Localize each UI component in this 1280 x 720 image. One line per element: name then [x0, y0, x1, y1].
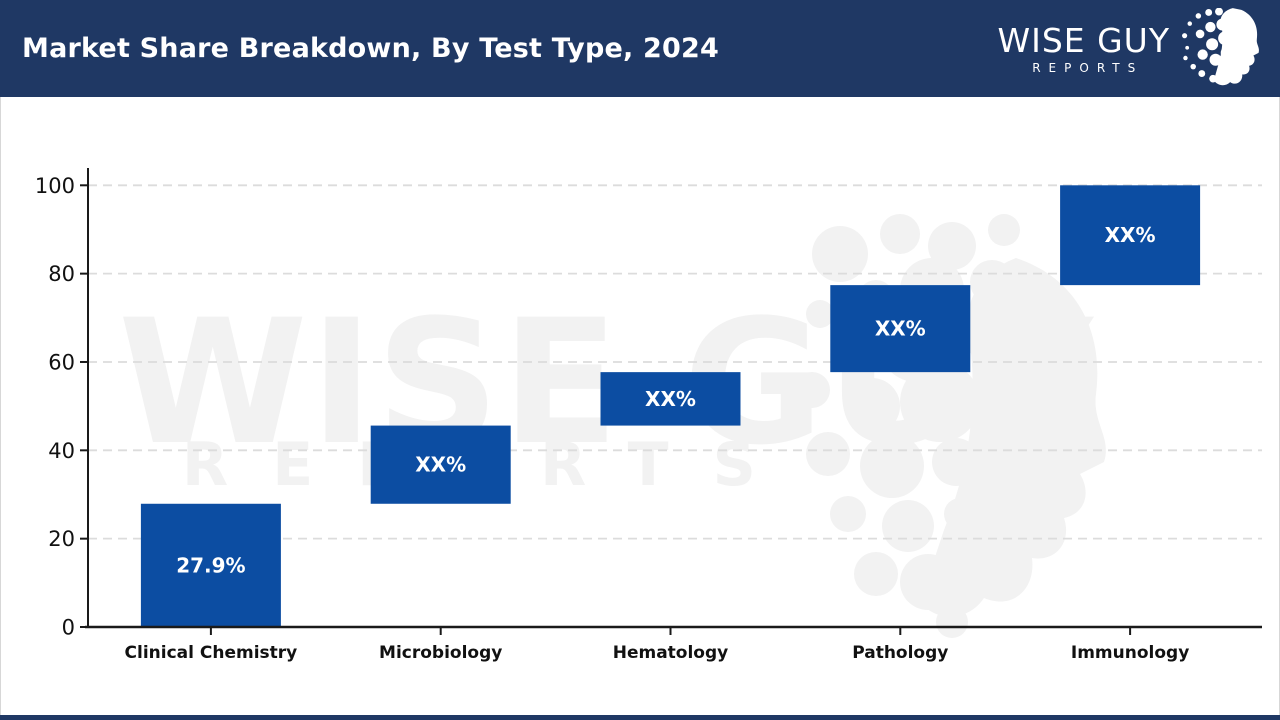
bar-hematology — [600, 372, 741, 426]
page-title: Market Share Breakdown, By Test Type, 20… — [22, 33, 720, 64]
x-category-label: Microbiology — [379, 643, 502, 663]
bar-pathology — [830, 285, 971, 373]
bar-value-label: XX% — [415, 453, 466, 477]
bar-value-label: XX% — [875, 317, 926, 341]
footer-bar — [0, 715, 1280, 720]
y-tick-label: 20 — [48, 527, 75, 551]
x-category-label: Immunology — [1071, 643, 1189, 663]
logo-text: WISE GUY REPORTS — [997, 24, 1170, 74]
x-category-label: Pathology — [852, 643, 948, 663]
y-tick-label: 40 — [48, 439, 75, 463]
logo-wiseguy-label: WISE GUY — [997, 20, 1170, 60]
bar-value-label: 27.9% — [176, 553, 245, 577]
header-bar: Market Share Breakdown, By Test Type, 20… — [0, 0, 1280, 97]
bar-value-label: XX% — [645, 387, 696, 411]
bar-clinical-chemistry — [140, 503, 281, 627]
bar-value-label: XX% — [1105, 223, 1156, 247]
y-tick-label: 60 — [48, 350, 75, 374]
x-category-label: Clinical Chemistry — [125, 643, 298, 663]
logo-face-icon — [1182, 7, 1259, 85]
x-category-label: Hematology — [613, 643, 729, 663]
bar-microbiology — [370, 425, 511, 504]
logo-reports-label: REPORTS — [1032, 60, 1144, 75]
wise-guy-reports-logo: WISE GUY REPORTS — [997, 7, 1280, 90]
y-tick-label: 0 — [62, 616, 75, 640]
bar-immunology — [1060, 185, 1201, 286]
y-tick-label: 80 — [48, 262, 75, 286]
y-tick-label: 100 — [35, 174, 75, 198]
